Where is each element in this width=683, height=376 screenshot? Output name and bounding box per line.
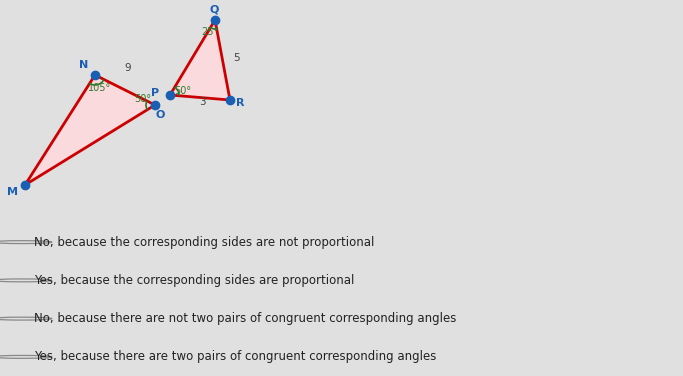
Polygon shape	[170, 20, 230, 100]
Text: Q: Q	[209, 5, 219, 15]
Text: Yes, because the corresponding sides are proportional: Yes, because the corresponding sides are…	[34, 274, 354, 287]
Text: No, because there are not two pairs of congruent corresponding angles: No, because there are not two pairs of c…	[34, 312, 456, 325]
Text: 105°: 105°	[88, 83, 111, 93]
Text: M: M	[7, 187, 18, 197]
Text: Yes, because there are two pairs of congruent corresponding angles: Yes, because there are two pairs of cong…	[34, 350, 436, 363]
Text: 5: 5	[234, 53, 240, 63]
Polygon shape	[25, 75, 155, 185]
Text: 50°: 50°	[135, 94, 152, 104]
Text: 25°: 25°	[201, 27, 219, 37]
Text: 3: 3	[199, 97, 206, 107]
Text: N: N	[79, 60, 89, 70]
Text: 50°: 50°	[174, 86, 191, 96]
Text: 9: 9	[125, 63, 131, 73]
Text: O: O	[155, 110, 165, 120]
Text: R: R	[236, 98, 245, 108]
Text: P: P	[151, 88, 159, 98]
Text: No, because the corresponding sides are not proportional: No, because the corresponding sides are …	[34, 236, 374, 249]
